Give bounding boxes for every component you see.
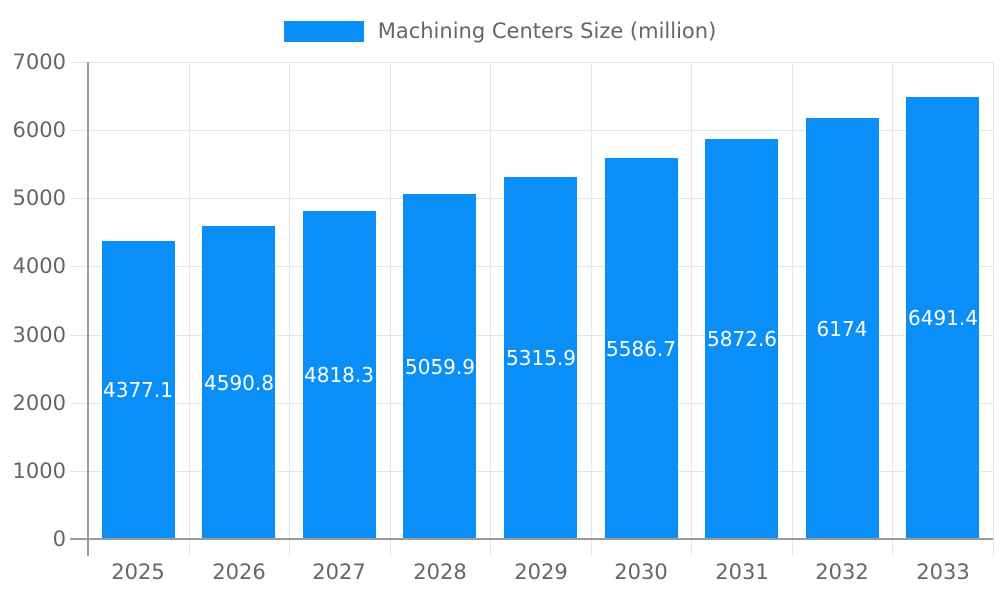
- y-tick-label: 0: [52, 527, 66, 551]
- y-tick-label: 4000: [12, 254, 66, 278]
- x-tick-label: 2029: [514, 560, 568, 584]
- bar: [605, 158, 678, 539]
- y-tick-label: 2000: [12, 391, 66, 415]
- v-gridline: [490, 62, 491, 556]
- x-tick-label: 2033: [916, 560, 970, 584]
- v-gridline: [691, 62, 692, 556]
- v-gridline: [892, 62, 893, 556]
- bar: [303, 211, 376, 539]
- v-gridline: [189, 62, 190, 556]
- x-tick-label: 2026: [212, 560, 266, 584]
- y-tick-label: 6000: [12, 118, 66, 142]
- bar: [705, 139, 778, 539]
- bar: [906, 97, 979, 539]
- bar-value-label: 6491.4: [908, 306, 978, 330]
- bar: [102, 241, 175, 539]
- h-gridline: [70, 62, 993, 63]
- x-tick-label: 2027: [312, 560, 366, 584]
- bar-value-label: 4590.8: [204, 371, 274, 395]
- bar-value-label: 6174: [816, 317, 868, 341]
- legend-swatch: [283, 20, 364, 42]
- x-tick-label: 2030: [614, 560, 668, 584]
- legend-label: Machining Centers Size (million): [377, 19, 717, 43]
- h-gridline: [70, 130, 993, 131]
- x-tick-label: 2031: [715, 560, 769, 584]
- v-gridline: [289, 62, 290, 556]
- v-gridline: [993, 62, 994, 556]
- y-tick-label: 5000: [12, 186, 66, 210]
- y-axis-line: [87, 62, 89, 556]
- bar-value-label: 5872.6: [707, 327, 777, 351]
- bar-value-label: 4377.1: [103, 378, 173, 402]
- bar: [202, 226, 275, 539]
- bar: [504, 177, 577, 539]
- x-axis-line: [70, 538, 993, 540]
- x-tick-label: 2025: [111, 560, 165, 584]
- v-gridline: [792, 62, 793, 556]
- v-gridline: [390, 62, 391, 556]
- x-tick-label: 2032: [815, 560, 869, 584]
- bar: [806, 118, 879, 539]
- bar-value-label: 5059.9: [405, 355, 475, 379]
- v-gridline: [591, 62, 592, 556]
- bar-value-label: 5586.7: [606, 337, 676, 361]
- y-tick-label: 7000: [12, 50, 66, 74]
- x-tick-label: 2028: [413, 560, 467, 584]
- bar-value-label: 4818.3: [304, 363, 374, 387]
- bar: [403, 194, 476, 539]
- legend-item[interactable]: Machining Centers Size (million): [0, 18, 1000, 44]
- y-tick-label: 1000: [12, 459, 66, 483]
- y-tick-label: 3000: [12, 323, 66, 347]
- bar-value-label: 5315.9: [506, 346, 576, 370]
